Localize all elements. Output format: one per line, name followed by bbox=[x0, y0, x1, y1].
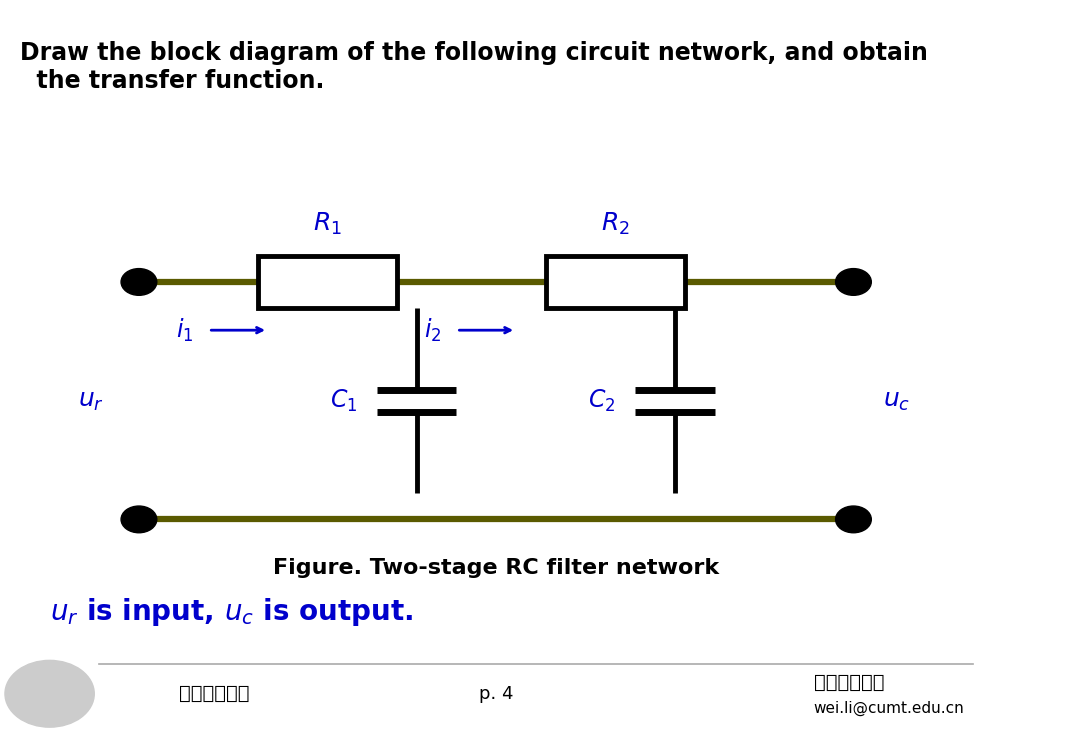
Circle shape bbox=[5, 660, 94, 727]
Bar bbox=[258, 256, 397, 308]
Bar bbox=[545, 256, 685, 308]
Text: p. 4: p. 4 bbox=[478, 685, 513, 703]
Text: $u_r$ is input, $u_c$ is output.: $u_r$ is input, $u_c$ is output. bbox=[50, 596, 413, 628]
Text: $R_1$: $R_1$ bbox=[313, 211, 342, 237]
Circle shape bbox=[121, 506, 157, 533]
Text: wei.li@cumt.edu.cn: wei.li@cumt.edu.cn bbox=[813, 701, 964, 716]
Text: Figure. Two-stage RC filter network: Figure. Two-stage RC filter network bbox=[273, 558, 719, 577]
Text: $C_2$: $C_2$ bbox=[588, 387, 616, 414]
Circle shape bbox=[121, 269, 157, 295]
Text: $i_2$: $i_2$ bbox=[424, 317, 442, 344]
Text: $C_1$: $C_1$ bbox=[329, 387, 357, 414]
Text: $u_r$: $u_r$ bbox=[78, 389, 104, 413]
Text: $R_2$: $R_2$ bbox=[600, 211, 630, 237]
Text: $u_c$: $u_c$ bbox=[883, 389, 910, 413]
Circle shape bbox=[836, 269, 872, 295]
Text: 控制工程基础: 控制工程基础 bbox=[813, 673, 885, 692]
Text: 机电工程学院: 机电工程学院 bbox=[178, 684, 249, 703]
Text: Draw the block diagram of the following circuit network, and obtain
  the transf: Draw the block diagram of the following … bbox=[19, 41, 928, 93]
Text: $i_1$: $i_1$ bbox=[176, 317, 193, 344]
Circle shape bbox=[836, 506, 872, 533]
